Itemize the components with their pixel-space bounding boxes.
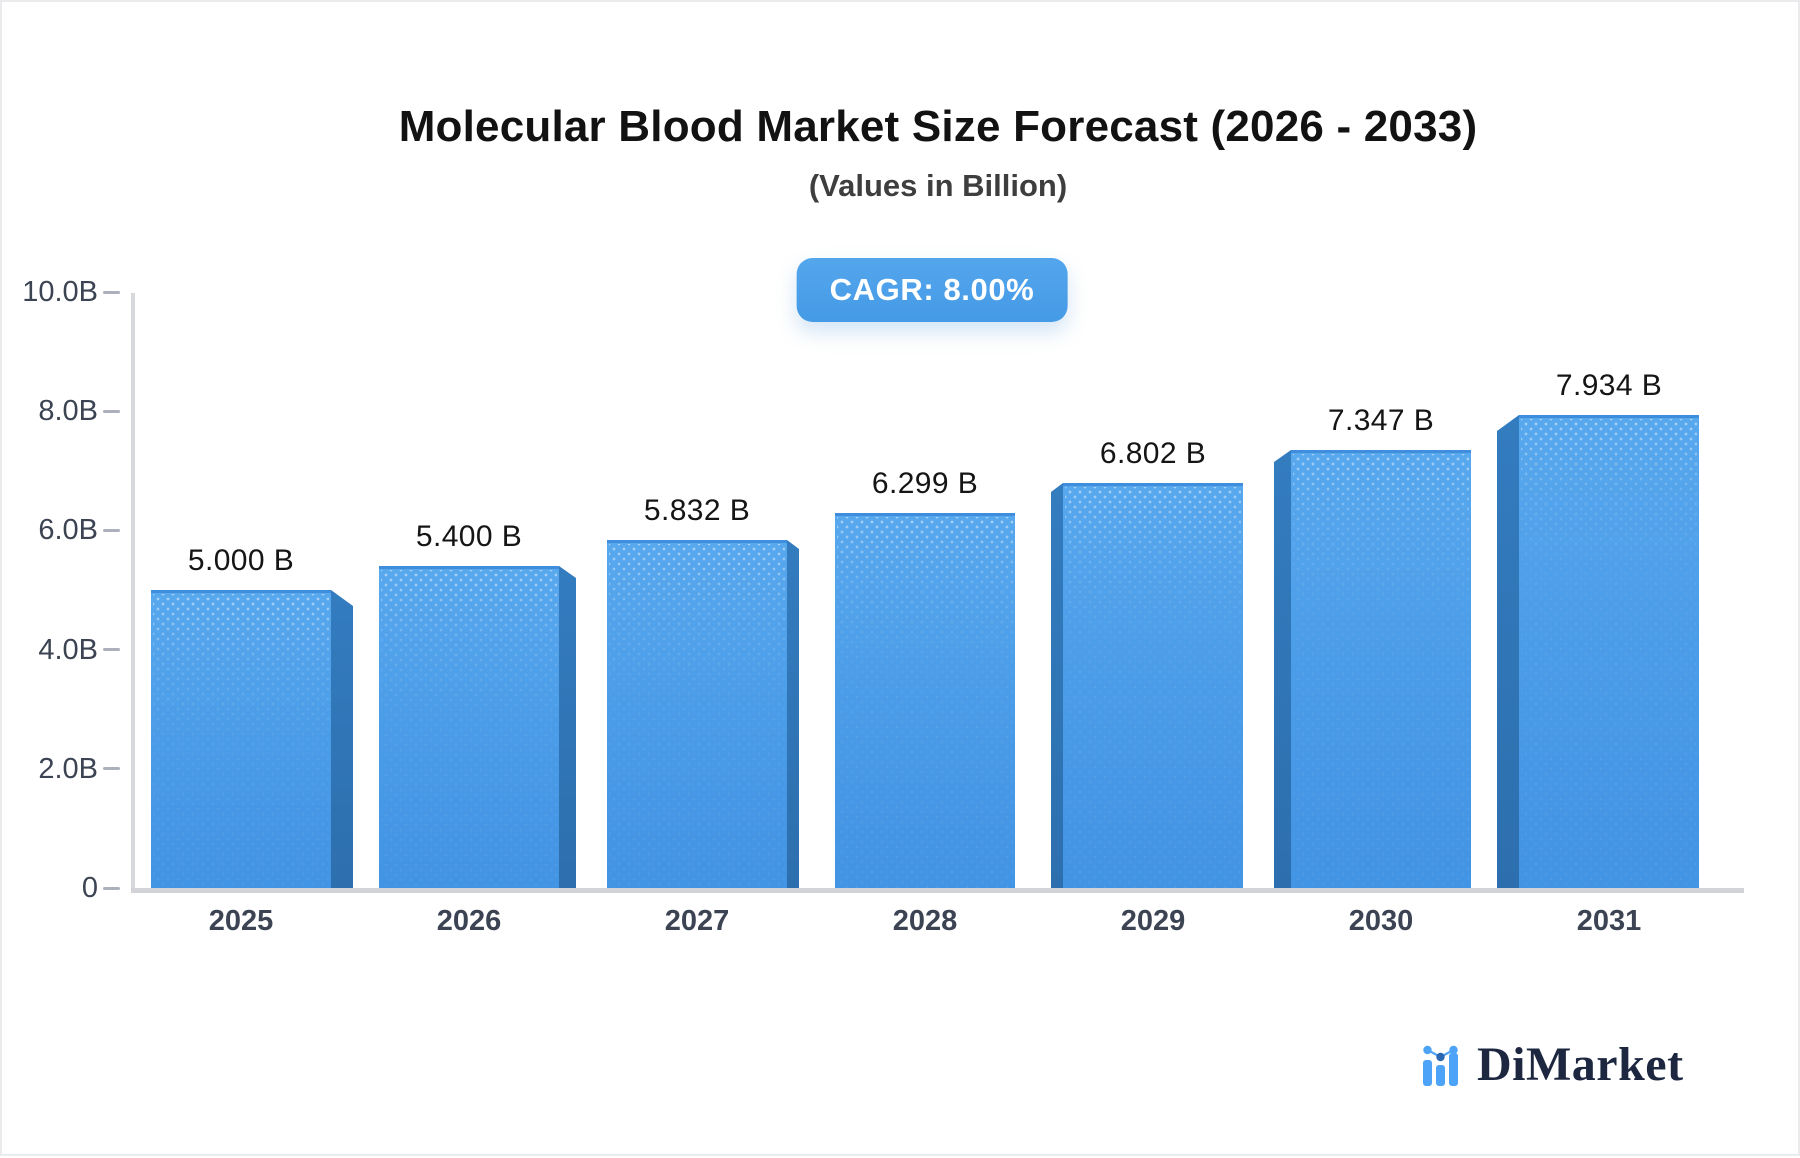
x-axis-label: 2030 bbox=[1348, 905, 1414, 937]
y-axis-tick-mark bbox=[103, 886, 120, 890]
bar-value-label: 5.000 B bbox=[187, 544, 295, 577]
bar-3d-side bbox=[1274, 450, 1291, 888]
bar-2025[interactable] bbox=[151, 590, 331, 888]
y-axis-tick-mark bbox=[103, 528, 120, 532]
y-axis-tick-mark bbox=[103, 290, 120, 294]
bar-value-label: 6.802 B bbox=[1099, 437, 1207, 470]
bar-2029[interactable] bbox=[1063, 483, 1243, 888]
x-axis-line bbox=[131, 888, 1744, 893]
y-axis-tick-mark bbox=[103, 648, 120, 652]
x-axis-label: 2031 bbox=[1576, 905, 1642, 937]
bar-value-label: 7.347 B bbox=[1327, 404, 1435, 437]
bar-3d-side bbox=[331, 590, 353, 888]
bar-2026[interactable] bbox=[379, 566, 559, 888]
bar-3d-side bbox=[1051, 483, 1063, 888]
x-axis-label: 2028 bbox=[892, 905, 958, 937]
cagr-badge: CAGR: 8.00% bbox=[796, 258, 1068, 322]
y-axis-tick-mark bbox=[103, 767, 120, 771]
x-axis-label: 2025 bbox=[208, 905, 274, 937]
x-axis-label: 2026 bbox=[436, 905, 502, 937]
x-axis-label: 2027 bbox=[664, 905, 730, 937]
y-axis-tick-label: 6.0B bbox=[38, 514, 98, 547]
dimarket-logo[interactable]: DiMarket bbox=[1422, 1038, 1684, 1091]
cagr-badge-label: CAGR: 8.00% bbox=[829, 272, 1035, 307]
y-axis-tick-label: 8.0B bbox=[38, 395, 98, 428]
bar-2030[interactable] bbox=[1291, 450, 1471, 888]
y-axis-tick-label: 2.0B bbox=[38, 752, 98, 785]
logo-text: DiMarket bbox=[1477, 1038, 1684, 1091]
bar-2027[interactable] bbox=[607, 540, 787, 888]
bar-value-label: 6.299 B bbox=[871, 467, 979, 500]
bar-3d-side bbox=[787, 540, 799, 888]
bar-chart-logo-icon bbox=[1423, 1045, 1458, 1086]
chart-title: Molecular Blood Market Size Forecast (20… bbox=[398, 102, 1478, 151]
bar-value-label: 5.832 B bbox=[643, 494, 751, 527]
bar-3d-side bbox=[559, 566, 576, 888]
chart-subtitle: (Values in Billion) bbox=[808, 168, 1068, 203]
y-axis-tick-label: 4.0B bbox=[38, 633, 98, 666]
y-axis-tick-label: 0 bbox=[81, 872, 98, 904]
bar-value-label: 5.400 B bbox=[415, 520, 523, 553]
y-axis-tick-mark bbox=[103, 409, 120, 413]
bar-value-label: 7.934 B bbox=[1555, 369, 1663, 402]
y-axis-line bbox=[131, 293, 135, 888]
x-axis-label: 2029 bbox=[1120, 905, 1186, 937]
y-axis-tick-label: 10.0B bbox=[22, 276, 98, 308]
bar-2031[interactable] bbox=[1519, 415, 1699, 888]
bar-2028[interactable] bbox=[835, 513, 1015, 888]
bar-3d-side bbox=[1497, 415, 1519, 888]
